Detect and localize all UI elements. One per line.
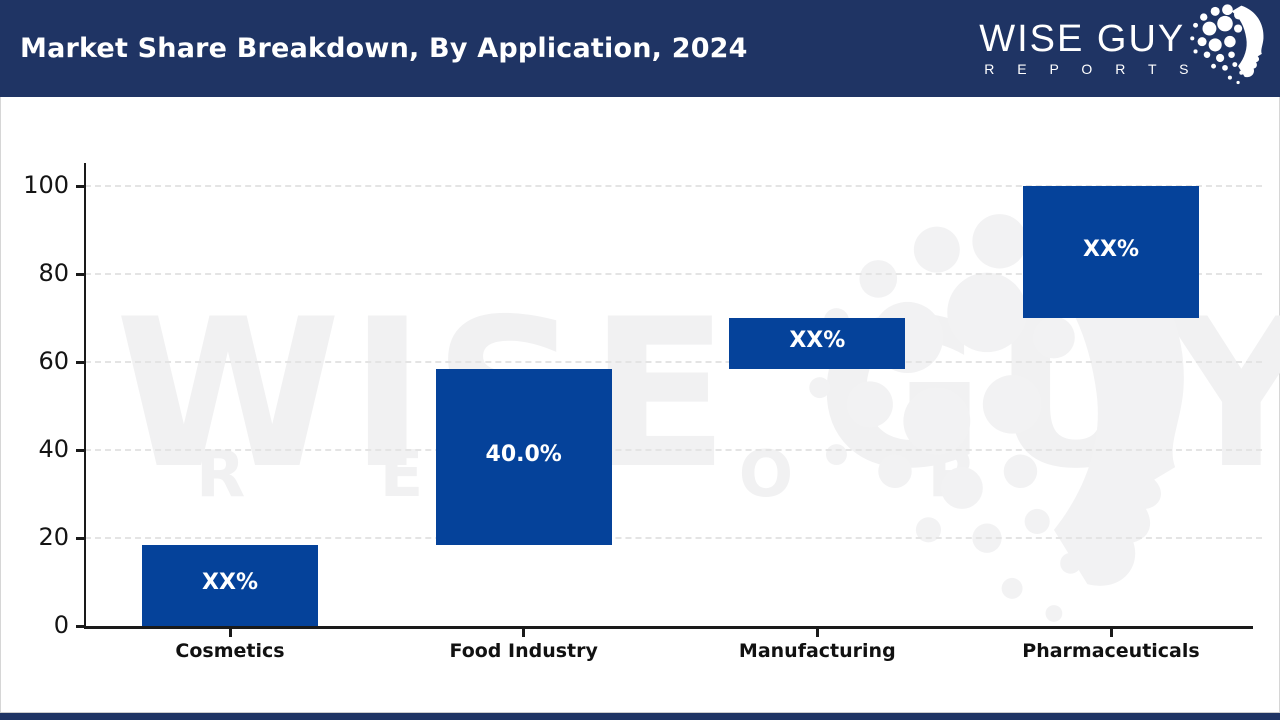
y-tick-label-40: 40 bbox=[38, 435, 69, 463]
y-tick-0 bbox=[76, 625, 85, 628]
y-gridline-100 bbox=[85, 185, 1262, 187]
x-axis-line bbox=[84, 626, 1253, 629]
header-banner: Market Share Breakdown, By Application, … bbox=[0, 0, 1280, 97]
y-tick-80 bbox=[76, 273, 85, 276]
page-title: Market Share Breakdown, By Application, … bbox=[20, 33, 748, 64]
y-tick-100 bbox=[76, 185, 85, 188]
bar-value-label-cosmetics: XX% bbox=[202, 570, 258, 596]
brand-logo: WISE GUY R E P O R T S bbox=[979, 4, 1266, 94]
y-tick-60 bbox=[76, 361, 85, 364]
bar-cosmetics bbox=[142, 544, 318, 626]
x-category-label-cosmetics: Cosmetics bbox=[175, 640, 285, 662]
y-tick-label-80: 80 bbox=[38, 259, 69, 287]
x-category-label-manufacturing: Manufacturing bbox=[738, 640, 896, 662]
y-gridline-80 bbox=[85, 273, 1262, 275]
x-tick-manufacturing bbox=[815, 628, 819, 637]
bar-food-industry bbox=[435, 368, 612, 545]
y-tick-40 bbox=[76, 449, 85, 452]
brand-logo-text: WISE GUY R E P O R T S bbox=[979, 20, 1198, 77]
bar-value-label-manufacturing: XX% bbox=[789, 328, 846, 354]
y-tick-label-0: 0 bbox=[53, 611, 69, 639]
dotted-head-profile-icon bbox=[1184, 4, 1266, 94]
y-tick-label-20: 20 bbox=[38, 523, 69, 551]
bar-value-label-pharmaceuticals: XX% bbox=[1083, 237, 1139, 262]
y-gridline-20 bbox=[85, 537, 1262, 539]
x-category-label-pharmaceuticals: Pharmaceuticals bbox=[1022, 640, 1200, 662]
y-gridline-40 bbox=[85, 449, 1262, 451]
footer-accent-bar bbox=[0, 712, 1280, 720]
y-axis-line bbox=[84, 163, 86, 629]
bar-pharmaceuticals bbox=[1023, 186, 1199, 318]
x-category-label-food-industry: Food Industry bbox=[449, 640, 598, 662]
x-tick-pharmaceuticals bbox=[1109, 628, 1113, 637]
y-tick-label-100: 100 bbox=[23, 171, 69, 199]
x-tick-food-industry bbox=[522, 628, 526, 637]
brand-name: WISE GUY bbox=[979, 18, 1186, 60]
x-tick-cosmetics bbox=[228, 628, 232, 637]
y-tick-20 bbox=[76, 537, 85, 540]
bar-manufacturing bbox=[729, 318, 906, 369]
bar-value-label-food-industry: 40.0% bbox=[485, 441, 562, 467]
brand-subname: R E P O R T S bbox=[984, 61, 1198, 77]
y-gridline-60 bbox=[85, 361, 1262, 363]
y-tick-label-60: 60 bbox=[38, 347, 69, 375]
